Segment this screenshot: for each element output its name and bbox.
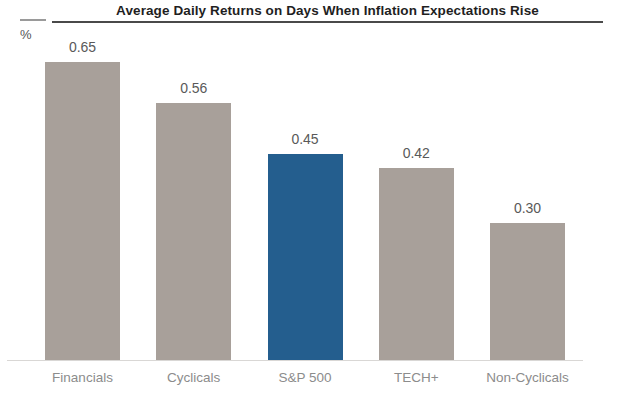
x-axis-label: TECH+ [354,370,479,385]
bar-value-label: 0.42 [359,145,474,161]
bar-non-cyclicals [490,223,565,361]
bar-chart: Average Daily Returns on Days When Infla… [0,0,640,400]
x-axis-label: Non-Cyclicals [465,370,590,385]
bar-financials [45,62,120,361]
x-axis-label: Financials [20,370,145,385]
bar-value-label: 0.65 [25,39,140,55]
bar-value-label: 0.56 [136,80,251,96]
x-axis-label: S&P 500 [243,370,368,385]
plot-area: 0.65 0.56 0.450.42 0.30 [0,0,640,361]
bar-tech- [379,168,454,361]
bar-value-label: 0.30 [470,200,585,216]
x-axis-label: Cyclicals [131,370,256,385]
bar-cyclicals [156,103,231,361]
x-axis-line [7,360,583,361]
bar-s-p-500 [268,154,343,361]
bar-value-label: 0.45 [248,131,363,147]
